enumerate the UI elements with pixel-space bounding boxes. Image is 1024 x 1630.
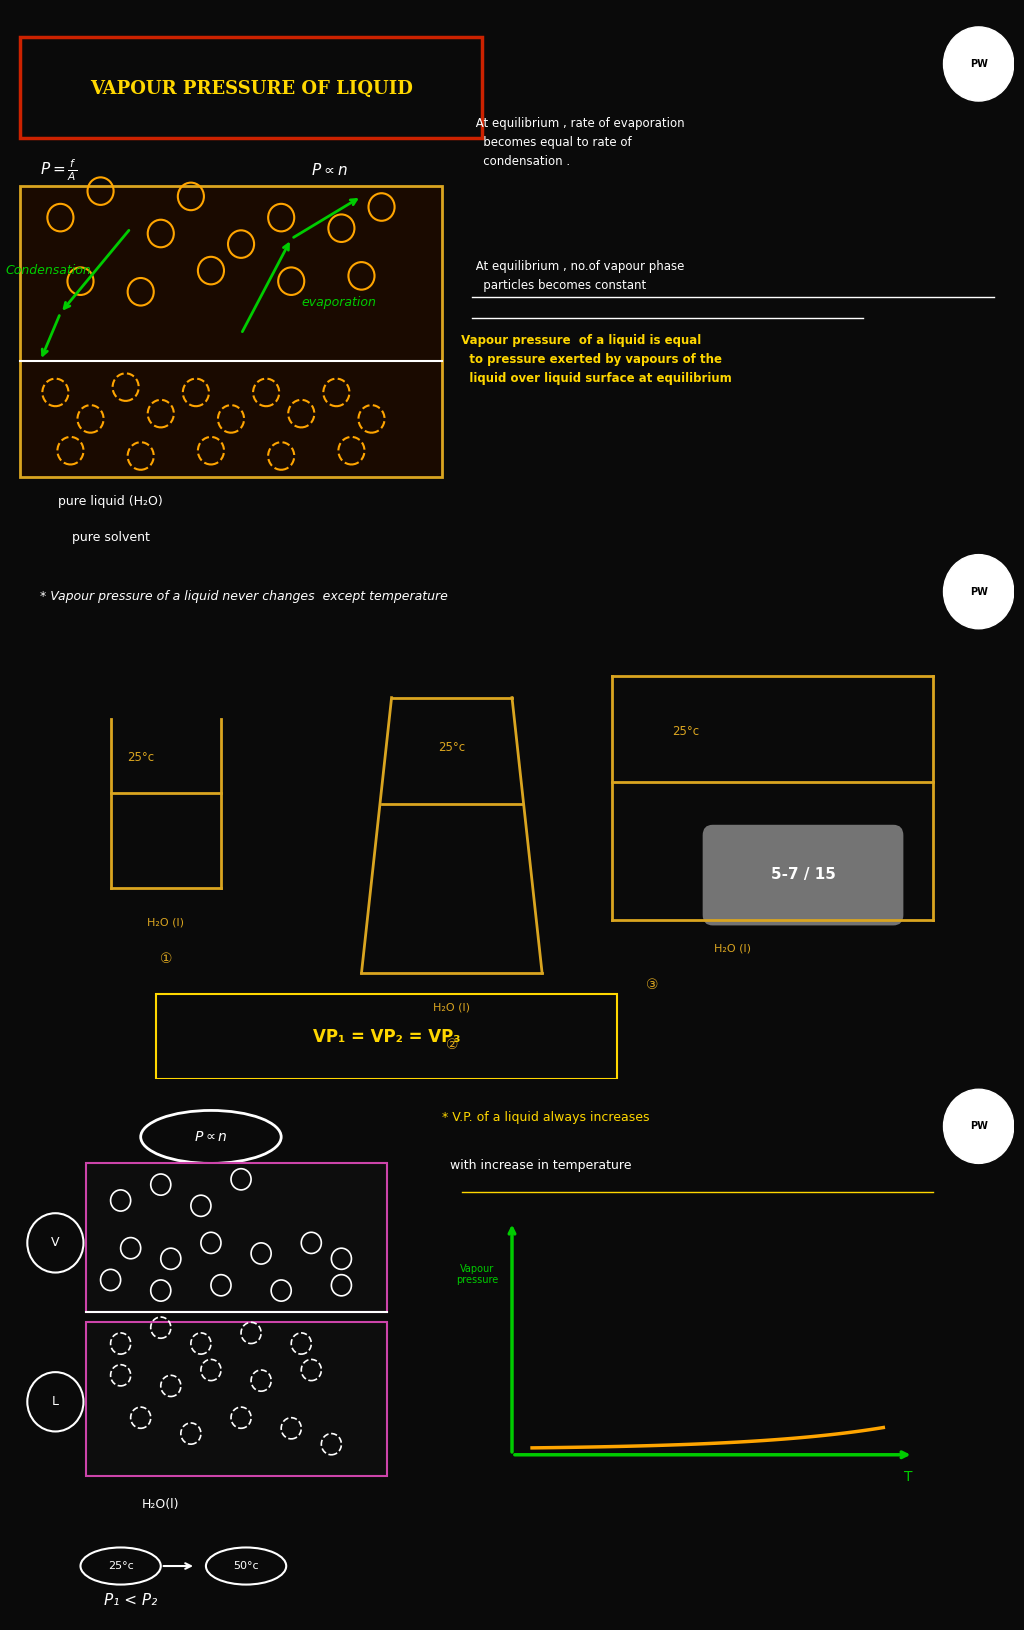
Text: pure solvent: pure solvent <box>72 531 150 544</box>
Text: 25°c: 25°c <box>438 740 465 753</box>
FancyBboxPatch shape <box>86 1322 387 1477</box>
Text: L: L <box>52 1395 59 1408</box>
Text: H₂O (l): H₂O (l) <box>433 1002 470 1012</box>
Text: * Vapour pressure of a liquid never changes  except temperature: * Vapour pressure of a liquid never chan… <box>40 590 449 603</box>
Text: H₂O (l): H₂O (l) <box>147 918 184 927</box>
FancyBboxPatch shape <box>86 1164 387 1312</box>
Text: with increase in temperature: with increase in temperature <box>441 1159 631 1172</box>
Text: 25°c: 25°c <box>108 1562 133 1571</box>
Text: $P \propto n$: $P \propto n$ <box>195 1130 227 1144</box>
Text: T: T <box>904 1470 912 1485</box>
Text: Vapour
pressure: Vapour pressure <box>456 1263 498 1286</box>
Text: VAPOUR PRESSURE OF LIQUID: VAPOUR PRESSURE OF LIQUID <box>90 80 413 98</box>
Circle shape <box>943 554 1014 629</box>
Text: Condensation: Condensation <box>5 264 91 277</box>
Circle shape <box>943 1089 1014 1164</box>
Text: * V.P. of a liquid always increases: * V.P. of a liquid always increases <box>441 1112 649 1125</box>
Circle shape <box>943 26 1014 101</box>
Text: At equilibrium , no.of vapour phase
   particles becomes constant: At equilibrium , no.of vapour phase part… <box>472 259 684 292</box>
Text: At equilibrium , rate of evaporation
   becomes equal to rate of
   condensation: At equilibrium , rate of evaporation bec… <box>472 117 684 168</box>
Text: ③: ③ <box>646 978 658 993</box>
Text: PW: PW <box>970 587 987 597</box>
Text: PW: PW <box>970 59 987 68</box>
Text: 25°c: 25°c <box>673 725 699 738</box>
FancyBboxPatch shape <box>702 825 903 926</box>
Text: $P= \frac{f}{A}$: $P= \frac{f}{A}$ <box>40 156 78 183</box>
Text: ①: ① <box>160 952 172 965</box>
Text: evaporation: evaporation <box>301 297 376 308</box>
Text: ②: ② <box>445 1038 458 1053</box>
Text: Vapour pressure  of a liquid is equal
   to pressure exerted by vapours of the
 : Vapour pressure of a liquid is equal to … <box>457 334 731 385</box>
Text: H₂O(l): H₂O(l) <box>142 1498 179 1511</box>
Text: 50°c: 50°c <box>233 1562 259 1571</box>
Text: 5-7 / 15: 5-7 / 15 <box>771 867 836 882</box>
Text: $P \propto n$: $P \propto n$ <box>311 161 348 178</box>
Text: H₂O (l): H₂O (l) <box>715 944 752 954</box>
Text: V: V <box>51 1237 59 1249</box>
Text: pure liquid (H₂O): pure liquid (H₂O) <box>58 496 163 509</box>
FancyBboxPatch shape <box>20 186 441 478</box>
Text: P₁ < P₂: P₁ < P₂ <box>104 1593 158 1609</box>
Text: PW: PW <box>970 1121 987 1131</box>
Text: VP₁ = VP₂ = VP₃: VP₁ = VP₂ = VP₃ <box>312 1027 461 1046</box>
Text: 25°c: 25°c <box>127 751 155 764</box>
